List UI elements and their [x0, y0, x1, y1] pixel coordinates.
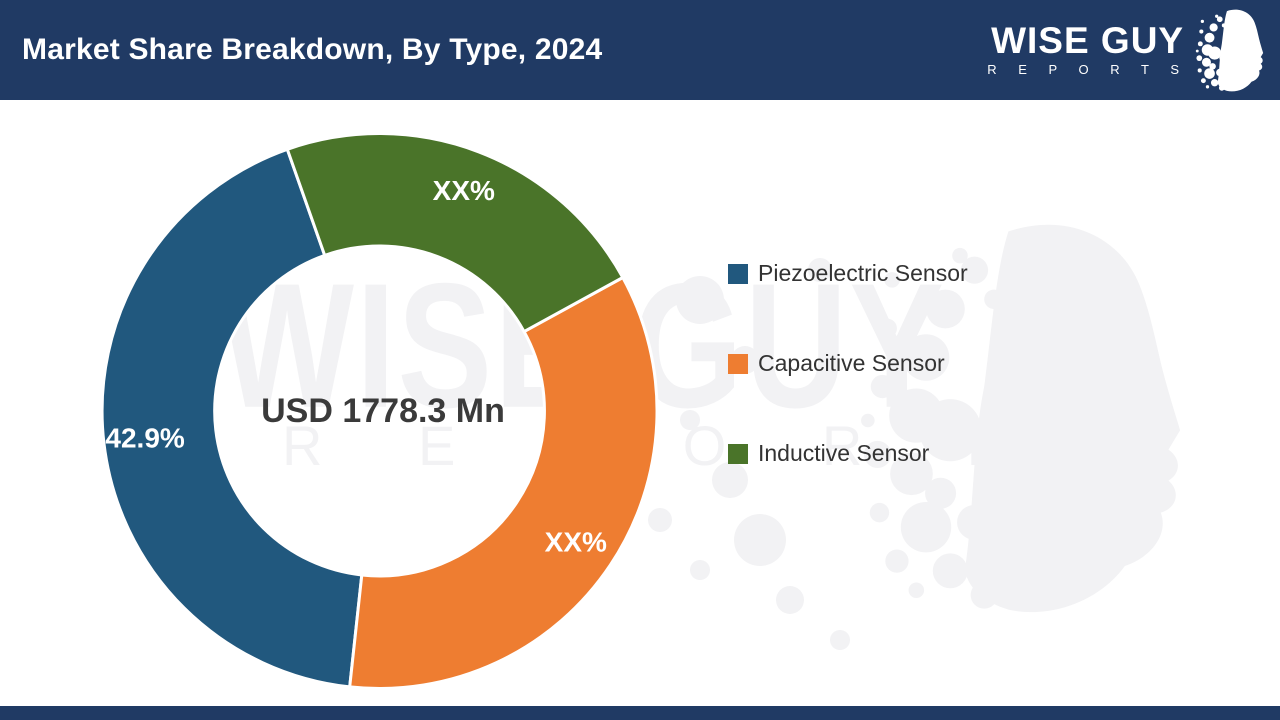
chart-area: WISE GUY R E P O R T S 42.9% XX% XX% USD…: [0, 100, 1280, 706]
logo-wordmark: WISE GUY: [991, 20, 1185, 61]
donut-slice-1: [348, 276, 659, 690]
header-bar: Market Share Breakdown, By Type, 2024 WI…: [0, 0, 1280, 100]
watermark-face-icon: [632, 224, 1181, 650]
legend-label-piezoelectric: Piezoelectric Sensor: [758, 260, 968, 286]
logo-face-icon: [1194, 7, 1266, 95]
brand-logo: WISE GUY R E P O R T S: [987, 5, 1266, 95]
footer-bar: [0, 706, 1280, 720]
brand-logo-text: WISE GUY R E P O R T S: [987, 22, 1188, 78]
page-title: Market Share Breakdown, By Type, 2024: [22, 33, 603, 66]
legend-swatch-capacitive: [728, 353, 748, 374]
donut-center-value: USD 1778.3 Mn: [261, 392, 505, 430]
legend-item-inductive: Inductive Sensor: [728, 440, 929, 467]
legend-swatch-inductive: [728, 443, 748, 464]
legend-item-piezoelectric: Piezoelectric Sensor: [728, 260, 968, 287]
donut-slice-0: [100, 147, 364, 689]
legend-label-inductive: Inductive Sensor: [758, 440, 930, 466]
slice-label-piezoelectric: 42.9%: [105, 423, 184, 454]
slice-label-inductive: XX%: [433, 175, 495, 206]
legend-item-capacitive: Capacitive Sensor: [728, 350, 945, 377]
legend-swatch-piezoelectric: [728, 263, 748, 284]
donut-slice-2: [285, 132, 625, 334]
legend-label-capacitive: Capacitive Sensor: [758, 350, 945, 376]
donut-chart: 42.9% XX% XX% USD 1778.3 Mn: [100, 132, 659, 690]
logo-subtitle: R E P O R T S: [987, 62, 1188, 77]
slice-label-capacitive: XX%: [545, 526, 607, 557]
